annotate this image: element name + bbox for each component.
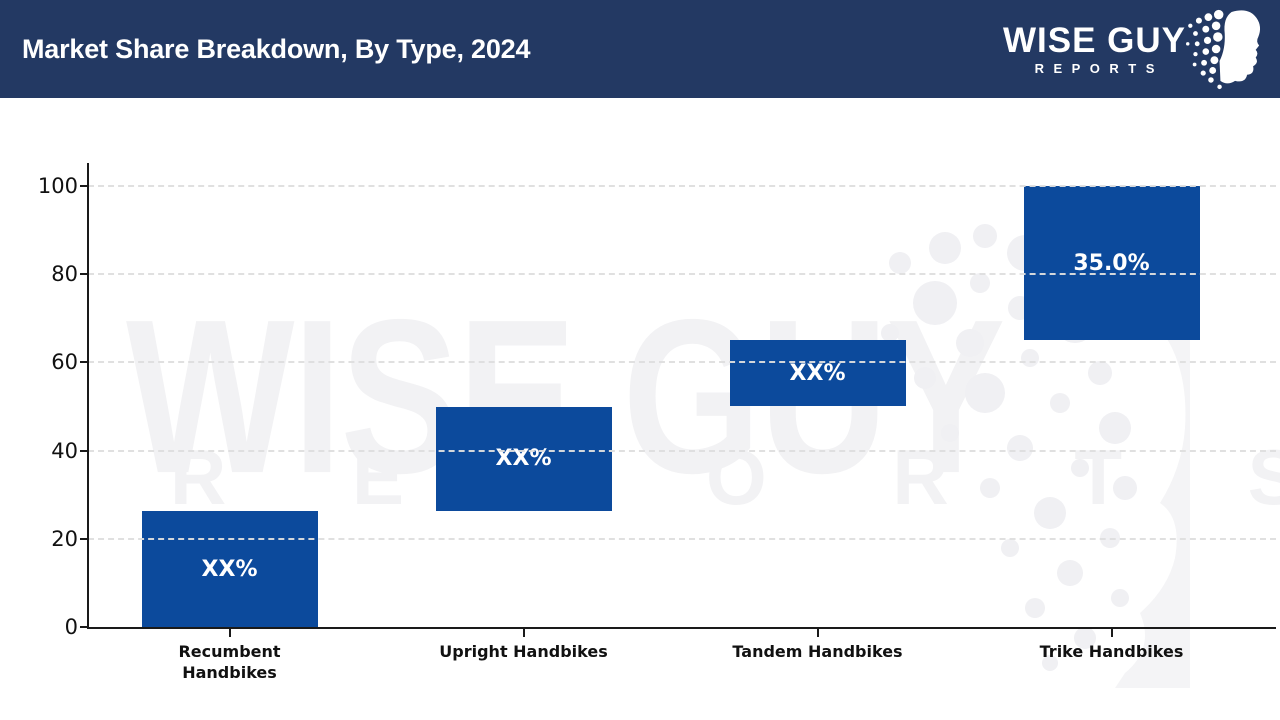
category-label-3: Tandem Handbikes	[698, 641, 938, 662]
bar-3: XX%	[729, 340, 906, 407]
y-tick-label-20: 20	[51, 526, 78, 551]
x-tick-3	[816, 629, 819, 637]
gridline-20	[88, 537, 1276, 540]
header-banner: Market Share Breakdown, By Type, 2024 WI…	[0, 0, 1280, 98]
y-tick-40	[80, 449, 88, 452]
category-label-line: Recumbent	[178, 642, 281, 661]
bar-value-label: XX%	[789, 360, 846, 386]
y-tick-label-60: 60	[51, 350, 78, 375]
y-tick-100	[80, 185, 88, 187]
logo-text: WISE GUY REPORTS	[1003, 23, 1186, 75]
bar-2: XX%	[435, 406, 612, 512]
gridline-40	[88, 449, 1276, 452]
category-label-2: Upright Handbikes	[404, 641, 644, 662]
gridline-60	[88, 361, 1276, 364]
category-label-line: Tandem Handbikes	[732, 642, 903, 661]
bar-1: XX%	[141, 511, 318, 627]
category-label-line: Trike Handbikes	[1039, 642, 1184, 661]
category-label-1: Recumbent Handbikes	[110, 641, 350, 683]
y-tick-0	[80, 626, 88, 628]
y-tick-60	[80, 361, 88, 364]
bar-value-label: 35.0%	[1073, 250, 1150, 276]
y-tick-label-100: 100	[37, 174, 78, 198]
y-axis-spine	[87, 163, 89, 629]
gridline-80	[88, 273, 1276, 276]
category-label-4: Trike Handbikes	[992, 641, 1232, 662]
y-tick-label-40: 40	[51, 438, 78, 463]
wise-guy-reports-logo: WISE GUY REPORTS	[1003, 6, 1280, 92]
x-tick-4	[1110, 629, 1113, 637]
category-label-line: Handbikes	[182, 663, 277, 682]
y-tick-80	[80, 273, 88, 276]
chart-canvas: WISE GUY R E P O R T S XX% XX% XX% 35.0% 0 20…	[0, 98, 1280, 720]
x-tick-1	[228, 629, 231, 637]
x-axis-spine	[87, 627, 1276, 629]
gridline-100	[88, 185, 1276, 187]
bar-4: 35.0%	[1023, 186, 1200, 341]
bar-value-label: XX%	[201, 556, 258, 582]
y-tick-label-80: 80	[51, 262, 78, 287]
logo-head-dots-icon	[1186, 9, 1261, 90]
category-label-line: Upright Handbikes	[439, 642, 608, 661]
logo-subtitle: REPORTS	[1034, 61, 1164, 76]
logo-wordmark: WISE GUY	[1002, 21, 1186, 60]
y-tick-label-0: 0	[64, 615, 78, 639]
x-tick-2	[522, 629, 525, 637]
y-tick-20	[80, 537, 88, 540]
page-title: Market Share Breakdown, By Type, 2024	[22, 33, 531, 64]
